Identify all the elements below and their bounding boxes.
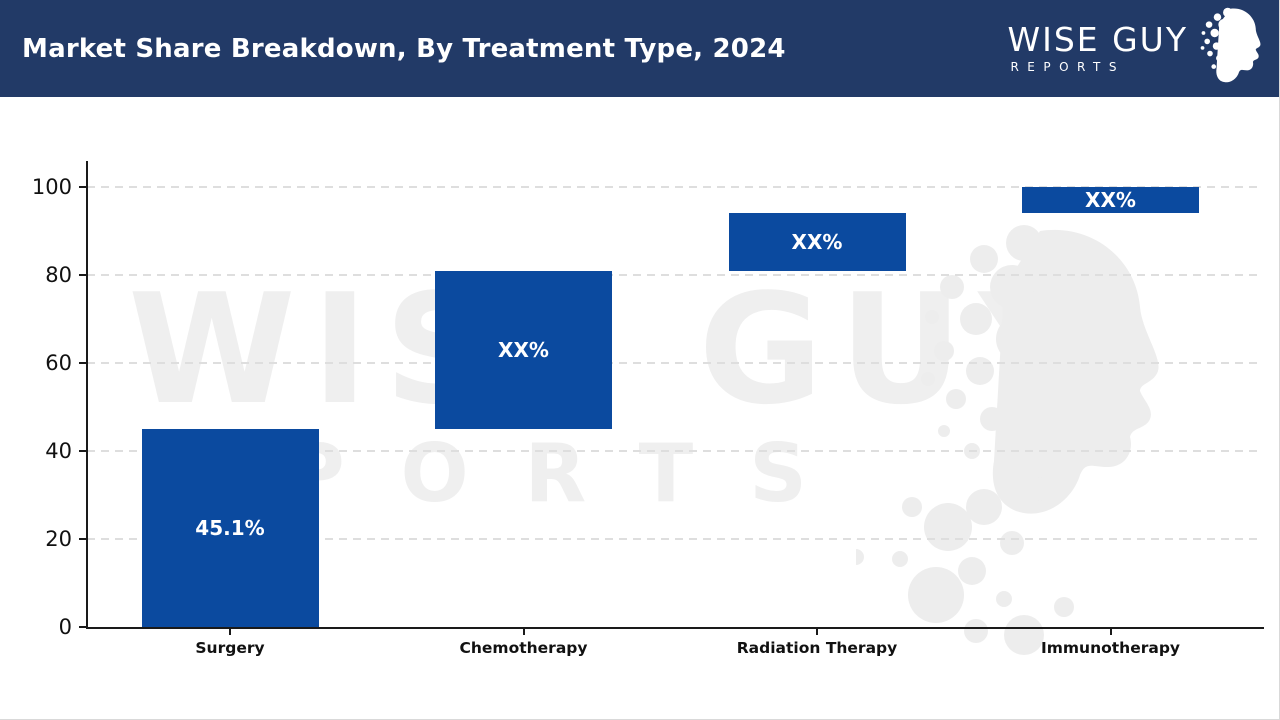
y-tick-mark bbox=[79, 450, 87, 452]
brand-logo: WISE GUY REPORTS bbox=[1007, 5, 1266, 93]
page-title: Market Share Breakdown, By Treatment Typ… bbox=[22, 33, 786, 64]
x-axis-label: Radiation Therapy bbox=[736, 639, 898, 657]
x-tick-mark bbox=[229, 627, 231, 635]
x-axis-label: Chemotherapy bbox=[459, 639, 588, 657]
y-tick-mark bbox=[79, 538, 87, 540]
brand-name: WISE GUY bbox=[1007, 20, 1188, 59]
y-tick-mark bbox=[79, 362, 87, 364]
y-tick-label: 40 bbox=[45, 439, 72, 463]
header: Market Share Breakdown, By Treatment Typ… bbox=[0, 0, 1279, 97]
watermark-text-2: PORTS bbox=[286, 427, 863, 520]
chart-area: WISE GUY PORTS 0 20 40 bbox=[0, 97, 1279, 719]
y-tick-label: 100 bbox=[31, 175, 72, 199]
y-tick-mark bbox=[79, 274, 87, 276]
x-tick-mark bbox=[1109, 627, 1112, 635]
brand-subname: REPORTS bbox=[1010, 60, 1125, 74]
y-tick-label: 60 bbox=[45, 351, 72, 375]
bar-surgery: 45.1% bbox=[141, 428, 319, 627]
gridline bbox=[87, 450, 1263, 452]
bar-immunotherapy: XX% bbox=[1022, 187, 1199, 214]
gridline bbox=[87, 538, 1263, 540]
bar-value-label: 45.1% bbox=[195, 515, 265, 540]
x-axis-line bbox=[86, 627, 1264, 629]
x-axis-label: Immunotherapy bbox=[1040, 639, 1181, 657]
head-profile-icon bbox=[1182, 5, 1266, 93]
y-tick-label: 0 bbox=[58, 615, 72, 639]
bar-value-label: XX% bbox=[498, 337, 549, 362]
gridline bbox=[87, 186, 1263, 188]
y-tick-label: 80 bbox=[45, 263, 72, 287]
y-axis-line bbox=[86, 161, 88, 629]
bar-value-label: XX% bbox=[791, 229, 843, 254]
x-tick-mark bbox=[816, 627, 818, 635]
y-tick-label: 20 bbox=[45, 527, 72, 551]
brand-logo-text: WISE GUY REPORTS bbox=[1007, 20, 1188, 75]
bar-radiation-therapy: XX% bbox=[728, 213, 906, 271]
y-tick-mark bbox=[79, 626, 87, 628]
x-axis-label: Surgery bbox=[195, 639, 265, 657]
y-tick-mark bbox=[79, 186, 87, 188]
bar-chemotherapy: XX% bbox=[435, 270, 612, 429]
gridline bbox=[87, 362, 1263, 364]
watermark-head-icon bbox=[848, 207, 1176, 681]
bar-value-label: XX% bbox=[1085, 188, 1136, 213]
gridline bbox=[87, 274, 1263, 276]
x-tick-mark bbox=[522, 627, 525, 635]
